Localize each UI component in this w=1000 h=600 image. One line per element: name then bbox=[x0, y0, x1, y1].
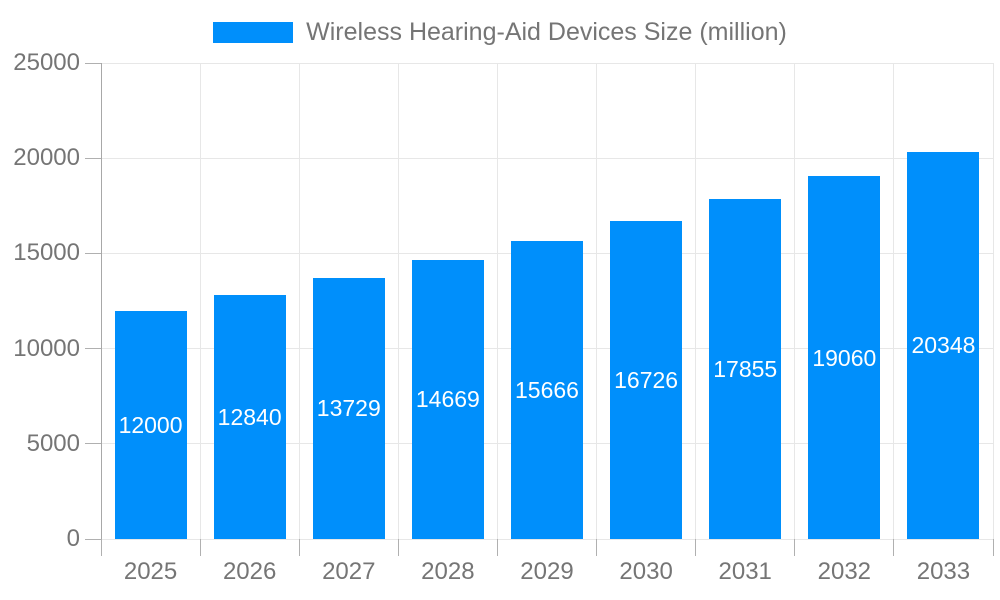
x-gridline bbox=[397, 63, 399, 539]
y-axis-tick bbox=[85, 443, 101, 445]
y-axis-tick bbox=[85, 538, 101, 540]
legend[interactable]: Wireless Hearing-Aid Devices Size (milli… bbox=[0, 14, 1000, 50]
x-axis-label: 2032 bbox=[817, 558, 872, 585]
y-axis-label: 15000 bbox=[13, 239, 80, 267]
x-axis-label: 2027 bbox=[322, 558, 376, 585]
x-gridline bbox=[199, 63, 201, 539]
bar-2030[interactable] bbox=[610, 220, 683, 539]
x-axis-tick bbox=[695, 539, 697, 556]
x-axis-tick bbox=[298, 539, 300, 556]
y-axis-line bbox=[100, 63, 102, 539]
x-axis-tick bbox=[596, 539, 598, 556]
y-axis-label: 10000 bbox=[13, 334, 80, 362]
legend-swatch-icon bbox=[213, 21, 294, 43]
bar-2029[interactable] bbox=[511, 240, 583, 539]
y-axis-label: 20000 bbox=[13, 144, 80, 172]
x-axis-label: 2033 bbox=[916, 558, 971, 585]
x-gridline bbox=[695, 63, 697, 539]
y-axis-label: 25000 bbox=[13, 49, 80, 76]
x-axis-tick bbox=[794, 539, 796, 556]
bar-2031[interactable] bbox=[709, 199, 782, 539]
bar-2026[interactable] bbox=[213, 294, 286, 539]
y-gridline bbox=[101, 62, 993, 64]
x-axis-label: 2026 bbox=[222, 558, 277, 585]
x-axis-tick bbox=[199, 539, 201, 556]
y-axis-label: 5000 bbox=[26, 429, 80, 457]
y-axis-tick bbox=[85, 348, 101, 350]
y-axis-tick bbox=[85, 62, 101, 64]
x-gridline bbox=[496, 63, 498, 539]
x-gridline bbox=[893, 63, 895, 539]
x-axis-label: 2028 bbox=[421, 558, 475, 585]
x-axis-tick bbox=[992, 539, 994, 556]
legend-label: Wireless Hearing-Aid Devices Size (milli… bbox=[306, 17, 787, 46]
y-axis-label: 0 bbox=[66, 525, 80, 552]
bar-2028[interactable] bbox=[411, 259, 484, 539]
bar-2025[interactable] bbox=[114, 310, 187, 539]
x-axis-tick bbox=[397, 539, 399, 556]
bar-2032[interactable] bbox=[808, 176, 881, 539]
x-axis-label: 2031 bbox=[718, 558, 772, 585]
x-gridline bbox=[794, 63, 796, 539]
x-gridline bbox=[992, 63, 994, 539]
y-gridline bbox=[101, 538, 993, 540]
x-gridline bbox=[596, 63, 598, 539]
x-axis-label: 2030 bbox=[619, 558, 673, 585]
y-axis-tick bbox=[85, 252, 101, 254]
bar-2027[interactable] bbox=[312, 277, 385, 539]
y-axis-tick bbox=[85, 157, 101, 159]
x-axis-tick bbox=[496, 539, 498, 556]
x-axis-tick bbox=[893, 539, 895, 556]
y-gridline bbox=[101, 157, 993, 159]
x-axis-label: 2029 bbox=[520, 558, 574, 585]
x-gridline bbox=[298, 63, 300, 539]
x-axis-label: 2025 bbox=[123, 558, 178, 585]
x-axis-tick bbox=[100, 539, 102, 556]
bar-2033[interactable] bbox=[907, 151, 980, 539]
